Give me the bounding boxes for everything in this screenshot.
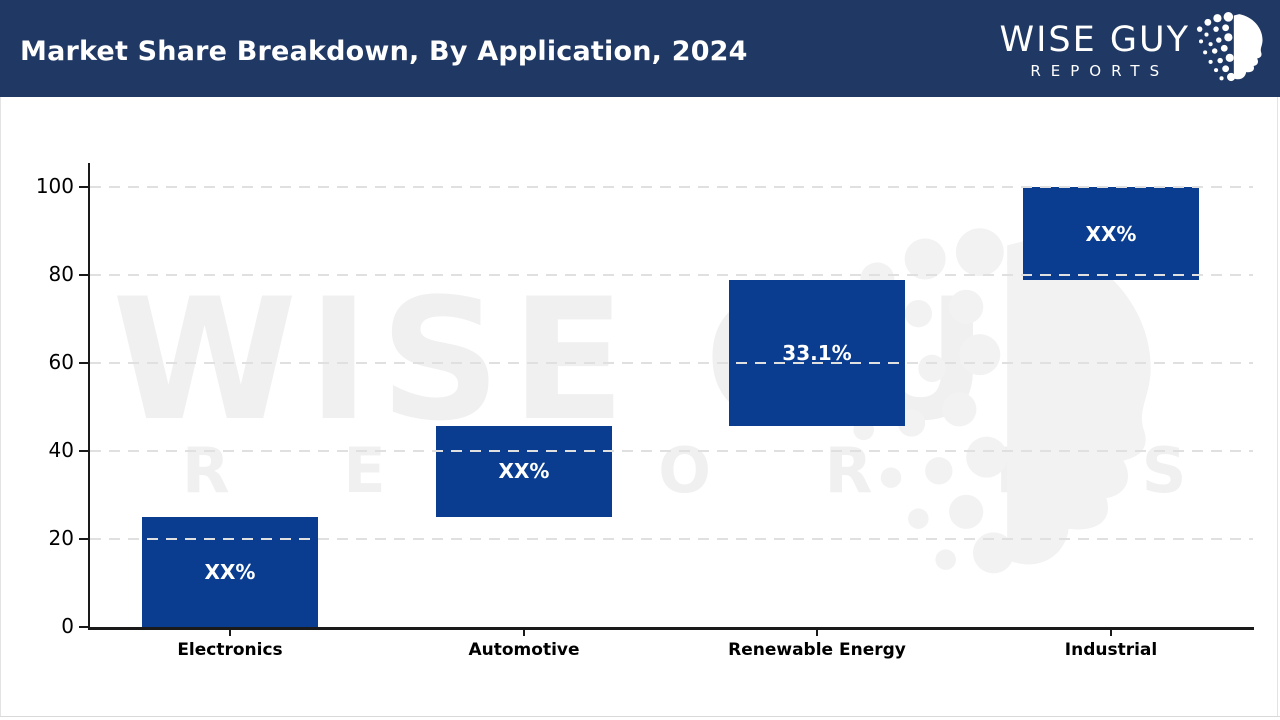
x-tick-mark-renewable-energy <box>816 629 818 636</box>
y-tick-label-0: 0 <box>61 614 74 638</box>
bar-value-label-industrial: XX% <box>1085 221 1137 246</box>
x-tick-mark-electronics <box>229 629 231 636</box>
plot-area: 0 20 40 60 80 100 XX% Electronics XX% Automotive 3… <box>0 97 1280 720</box>
frame-border-right <box>1277 97 1278 716</box>
dotted-head-icon <box>1196 12 1263 82</box>
bar-value-label-renewable-energy: 33.1% <box>782 341 852 366</box>
y-tick-mark-20 <box>79 538 88 540</box>
bar-renewable-energy: 33.1% <box>729 280 905 426</box>
y-axis-spine <box>88 163 90 629</box>
y-tick-mark-0 <box>79 626 88 628</box>
gridline-80 <box>90 274 1253 276</box>
y-tick-mark-40 <box>79 450 88 452</box>
brand-name: WISE GUY <box>999 20 1190 60</box>
gridline-60 <box>90 362 1253 364</box>
y-tick-mark-80 <box>79 274 88 276</box>
x-category-label-renewable-energy: Renewable Energy <box>728 640 906 660</box>
x-tick-mark-industrial <box>1110 629 1112 636</box>
bar-electronics: XX% <box>142 517 318 627</box>
header-bar: Market Share Breakdown, By Application, … <box>0 0 1280 97</box>
bar-value-label-electronics: XX% <box>204 560 256 584</box>
y-tick-label-100: 100 <box>35 174 74 198</box>
y-tick-label-20: 20 <box>48 526 74 550</box>
frame-border-left <box>0 97 1 716</box>
brand-logo: WISE GUY REPORTS <box>999 6 1268 94</box>
gridline-40 <box>90 450 1253 452</box>
bar-industrial: XX% <box>1023 187 1199 281</box>
page-title: Market Share Breakdown, By Application, … <box>20 36 748 67</box>
brand-logo-text: WISE GUY REPORTS <box>999 20 1190 80</box>
brand-subtitle: REPORTS <box>1030 62 1170 80</box>
bar-automotive: XX% <box>436 425 612 517</box>
y-tick-label-60: 60 <box>48 350 74 374</box>
x-category-label-automotive: Automotive <box>468 640 580 660</box>
x-tick-mark-automotive <box>523 629 525 636</box>
x-category-label-industrial: Industrial <box>1064 640 1158 660</box>
x-category-label-electronics: Electronics <box>177 640 283 660</box>
y-tick-label-40: 40 <box>48 438 74 462</box>
x-axis-spine <box>88 627 1254 630</box>
y-tick-label-80: 80 <box>48 262 74 286</box>
bar-value-label-automotive: XX% <box>498 459 550 484</box>
gridline-100 <box>90 186 1253 188</box>
y-tick-mark-100 <box>79 186 88 188</box>
frame-border-bottom <box>0 716 1280 717</box>
gridline-20 <box>90 538 1253 540</box>
y-tick-mark-60 <box>79 362 88 364</box>
